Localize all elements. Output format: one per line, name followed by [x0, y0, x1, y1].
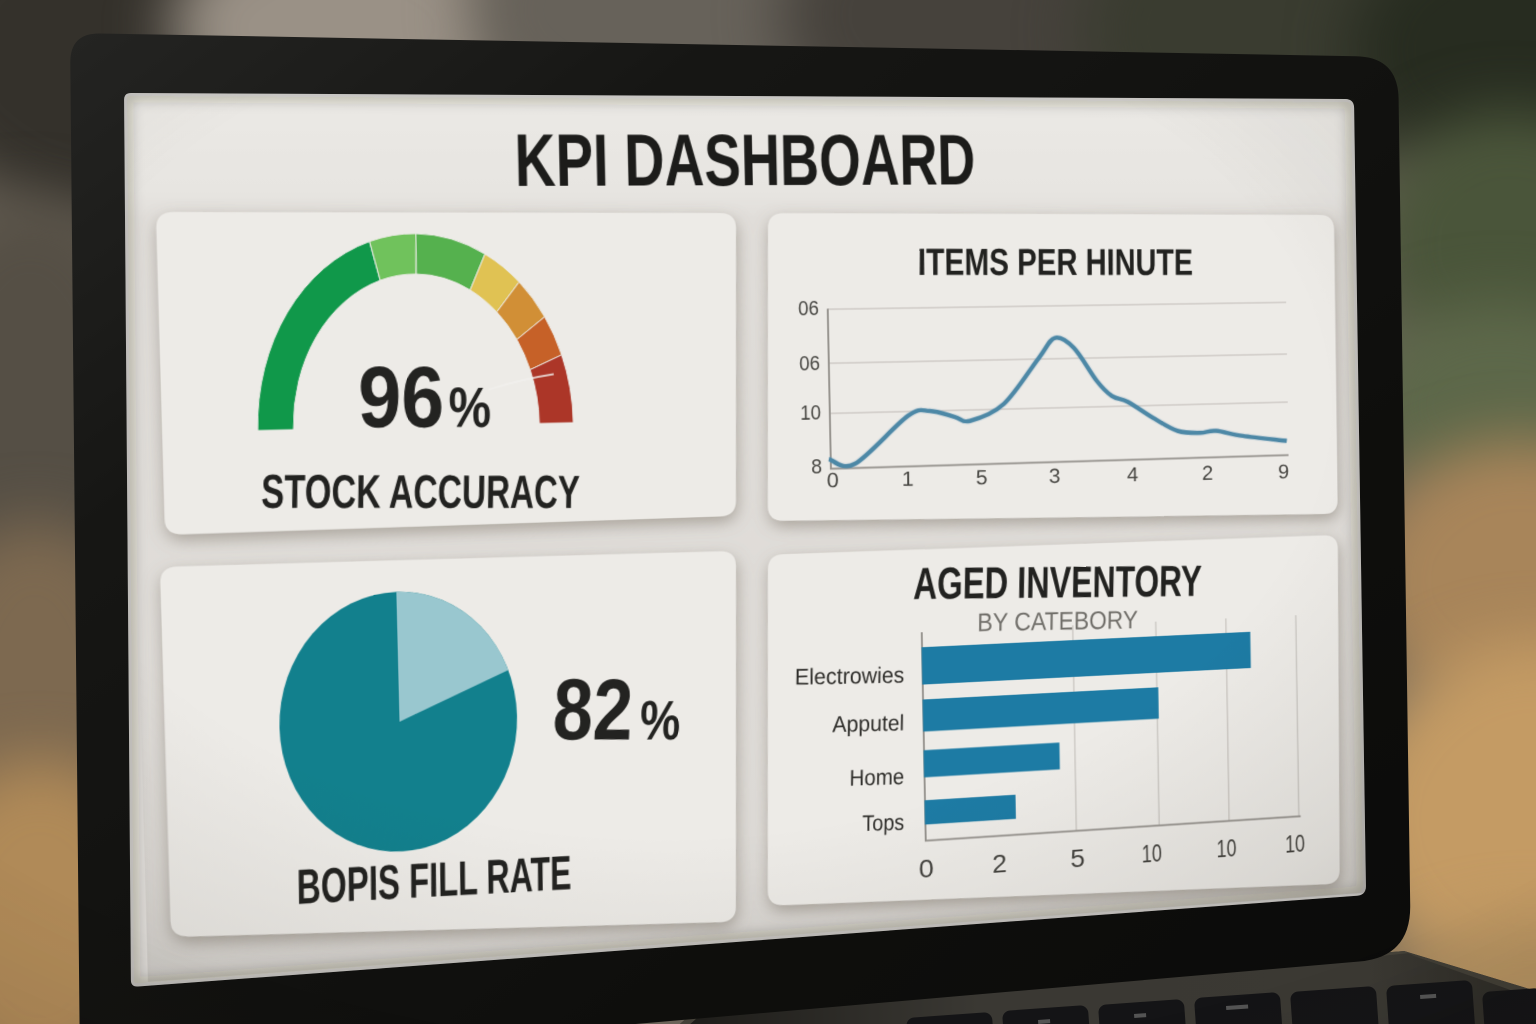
- svg-text:10: 10: [1285, 830, 1305, 859]
- svg-text:10: 10: [1216, 834, 1236, 863]
- svg-text:9: 9: [1278, 461, 1289, 483]
- svg-text:3: 3: [1049, 466, 1061, 489]
- svg-text:STOCK ACCURACY: STOCK ACCURACY: [261, 464, 580, 518]
- svg-text:4: 4: [1127, 464, 1138, 486]
- svg-text:5: 5: [1070, 844, 1085, 873]
- svg-text:ITEMS PER HINUTE: ITEMS PER HINUTE: [918, 242, 1193, 284]
- svg-text:0: 0: [919, 854, 935, 884]
- svg-text:BY CATEBORY: BY CATEBORY: [977, 606, 1138, 637]
- svg-text:0: 0: [827, 470, 839, 493]
- svg-text:Electrowies: Electrowies: [795, 663, 905, 690]
- svg-text:1: 1: [902, 468, 914, 491]
- svg-text:06: 06: [798, 298, 819, 321]
- svg-text:96: 96: [358, 349, 444, 446]
- svg-text:2: 2: [1202, 463, 1213, 485]
- svg-text:5: 5: [976, 467, 988, 490]
- svg-text:82: 82: [551, 660, 635, 758]
- svg-text:AGED INVENTORY: AGED INVENTORY: [913, 556, 1202, 609]
- svg-text:8: 8: [811, 456, 822, 479]
- svg-text:10: 10: [1141, 839, 1162, 868]
- svg-text:Apputel: Apputel: [832, 711, 904, 737]
- svg-text:Home: Home: [849, 765, 904, 791]
- svg-text:%: %: [639, 690, 682, 752]
- svg-text:2: 2: [992, 850, 1007, 879]
- svg-text:%: %: [448, 377, 491, 440]
- svg-text:KPI DASHBOARD: KPI DASHBOARD: [514, 119, 976, 202]
- svg-text:Tops: Tops: [862, 811, 904, 837]
- svg-text:06: 06: [799, 353, 820, 376]
- svg-text:10: 10: [800, 402, 821, 425]
